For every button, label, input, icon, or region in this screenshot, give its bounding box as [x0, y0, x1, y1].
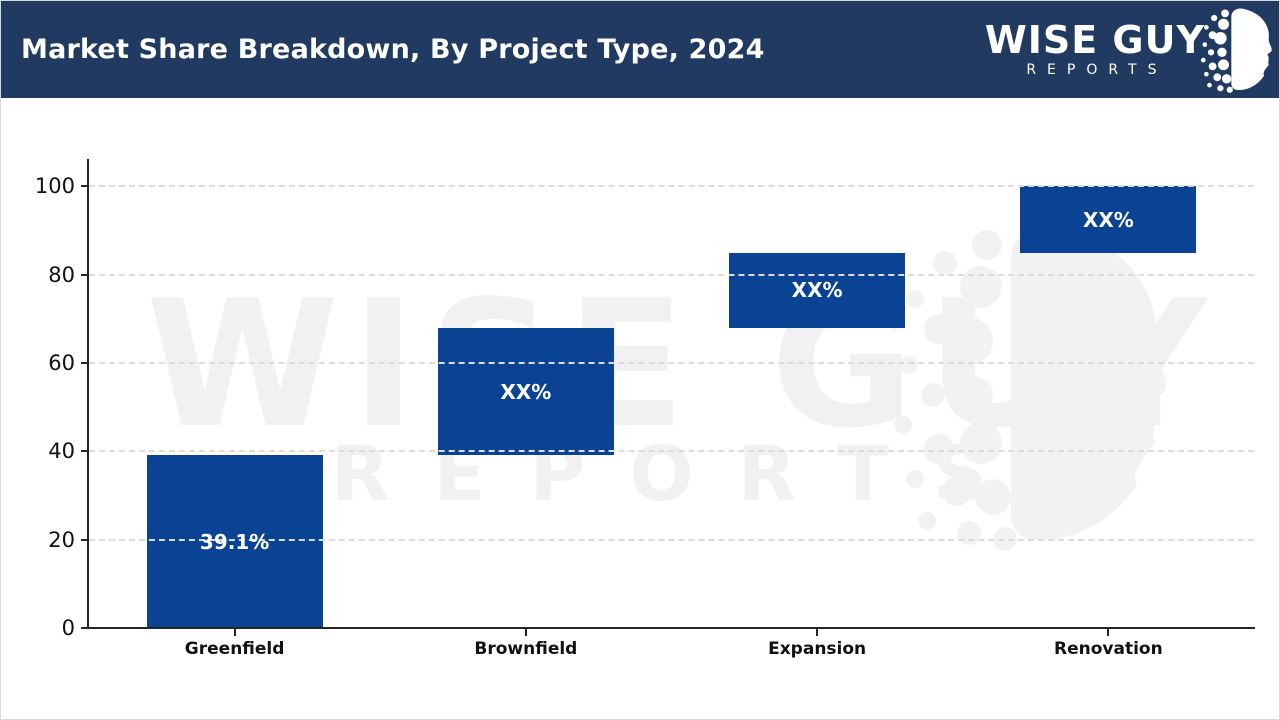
- y-tick-mark: [81, 450, 88, 453]
- y-tick-mark: [81, 273, 88, 276]
- gridline-40: [89, 450, 1254, 453]
- bar-value-label: XX%: [1082, 207, 1134, 232]
- logo-head-icon: [1200, 8, 1272, 93]
- bar-greenfield: [146, 455, 323, 628]
- x-category-label: Expansion: [768, 639, 867, 659]
- y-tick-mark: [81, 627, 88, 629]
- bar-value-label: XX%: [500, 379, 552, 404]
- wise-guy-logo: WISE GUY REPORTS: [985, 1, 1275, 98]
- y-tick-label: 60: [48, 351, 75, 376]
- gridline-80: [89, 273, 1254, 276]
- bar-value-label: 39.1%: [199, 529, 270, 554]
- gridline-60: [89, 362, 1254, 365]
- x-tick-mark: [233, 629, 236, 636]
- y-tick-label: 20: [48, 527, 75, 552]
- x-axis-line: [86, 627, 1255, 629]
- x-tick-mark: [524, 629, 527, 636]
- logo-wordmark-line2: REPORTS: [1026, 62, 1168, 78]
- bar-expansion: [729, 252, 906, 328]
- bar-value-label: XX%: [791, 278, 843, 303]
- y-tick-mark: [81, 362, 88, 365]
- logo-wordmark: WISE GUY REPORTS: [985, 21, 1205, 78]
- logo-wordmark-line1: WISE GUY: [984, 18, 1205, 62]
- gridline-20: [89, 538, 1254, 541]
- y-tick-label: 0: [61, 616, 75, 640]
- x-category-label: Greenfield: [184, 639, 285, 659]
- y-axis-line: [87, 159, 89, 629]
- page-title: Market Share Breakdown, By Project Type,…: [21, 34, 765, 65]
- x-category-label: Renovation: [1054, 639, 1163, 659]
- y-tick-label: 40: [48, 439, 75, 464]
- header: Market Share Breakdown, By Project Type,…: [1, 1, 1279, 98]
- chart-area: WISE GUY REPORTS 0 20 40 60 80 100 39.1% Greenf…: [1, 98, 1279, 719]
- y-tick-label: 100: [34, 174, 75, 199]
- bar-brownfield: [437, 327, 614, 456]
- y-tick-mark: [81, 185, 88, 188]
- x-category-label: Brownfield: [474, 639, 578, 659]
- y-tick-label: 80: [48, 262, 75, 287]
- x-tick-mark: [1107, 629, 1110, 636]
- y-tick-mark: [81, 538, 88, 541]
- gridline-100: [89, 185, 1254, 188]
- x-tick-mark: [816, 629, 819, 636]
